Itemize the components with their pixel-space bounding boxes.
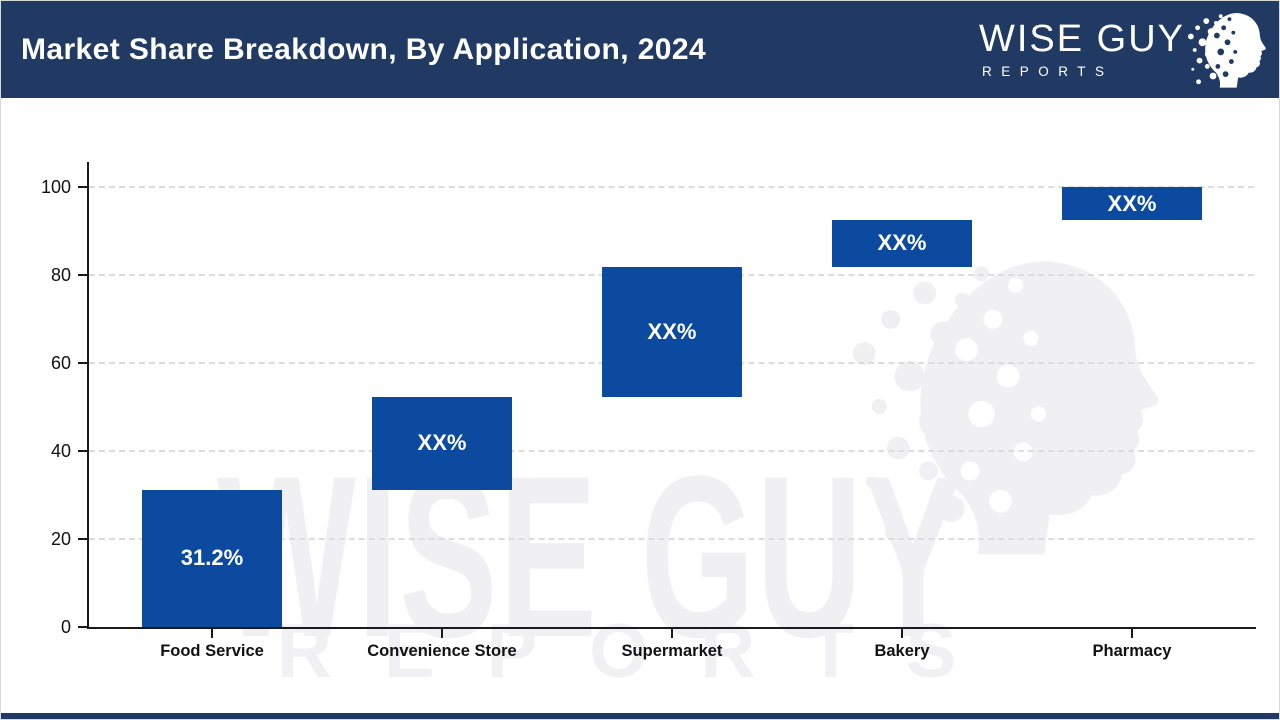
- bar-value-label: XX%: [1107, 190, 1157, 216]
- y-tick: [78, 274, 87, 276]
- y-tick-label: 20: [50, 529, 71, 549]
- x-category-label: Supermarket: [621, 642, 723, 660]
- x-category-label: Food Service: [160, 642, 264, 660]
- wiseguy-head-icon: [1187, 7, 1269, 93]
- gridline: [89, 538, 1254, 540]
- y-tick-label: 100: [40, 177, 71, 197]
- bar-food-service: 31.2%: [142, 489, 282, 627]
- y-tick: [78, 186, 87, 188]
- bar-value-label: 31.2%: [180, 545, 244, 571]
- bar-value-label: XX%: [877, 230, 927, 256]
- x-category-label: Bakery: [874, 642, 930, 660]
- wiseguy-logo-text: WISE GUY REPORTS: [979, 20, 1185, 79]
- y-tick-label: 60: [50, 353, 71, 373]
- bar-bakery: XX%: [832, 220, 972, 267]
- watermark-head-graphic: [849, 209, 1171, 604]
- bar-value-label: XX%: [417, 430, 467, 456]
- gridline: [89, 450, 1254, 452]
- wiseguy-logo: WISE GUY REPORTS: [979, 7, 1269, 93]
- x-tick: [211, 629, 213, 638]
- y-tick: [78, 450, 87, 452]
- x-tick: [1131, 629, 1133, 638]
- x-tick: [441, 629, 443, 638]
- y-tick: [78, 626, 87, 628]
- y-tick: [78, 538, 87, 540]
- page-title: Market Share Breakdown, By Application, …: [21, 32, 707, 66]
- x-tick: [901, 629, 903, 638]
- bar-value-label: XX%: [647, 318, 697, 344]
- logo-tagline: REPORTS: [981, 64, 1114, 79]
- bar-supermarket: XX%: [602, 266, 742, 397]
- watermark-text-wiseguy: WISE GUY: [217, 428, 964, 685]
- bar-pharmacy: XX%: [1062, 187, 1202, 220]
- x-category-label: Convenience Store: [367, 642, 517, 660]
- plot-area: WISE GUY REPORTS 0 20 40 60 80 100 31.2% Food S…: [41, 162, 1256, 690]
- bar-convenience-store: XX%: [372, 396, 512, 490]
- footer-band: [1, 713, 1279, 719]
- logo-name: WISE GUY: [978, 18, 1185, 60]
- x-axis-line: [87, 627, 1256, 629]
- y-axis-line: [87, 162, 89, 629]
- y-tick-label: 0: [60, 617, 71, 637]
- y-tick-label: 40: [50, 441, 71, 461]
- gridline: [89, 186, 1254, 188]
- y-tick-label: 80: [50, 265, 71, 285]
- y-tick: [78, 362, 87, 364]
- x-tick: [671, 629, 673, 638]
- watermark-text-reports: REPORTS: [277, 609, 1009, 694]
- x-category-label: Pharmacy: [1092, 642, 1172, 660]
- header-band: Market Share Breakdown, By Application, …: [1, 1, 1279, 98]
